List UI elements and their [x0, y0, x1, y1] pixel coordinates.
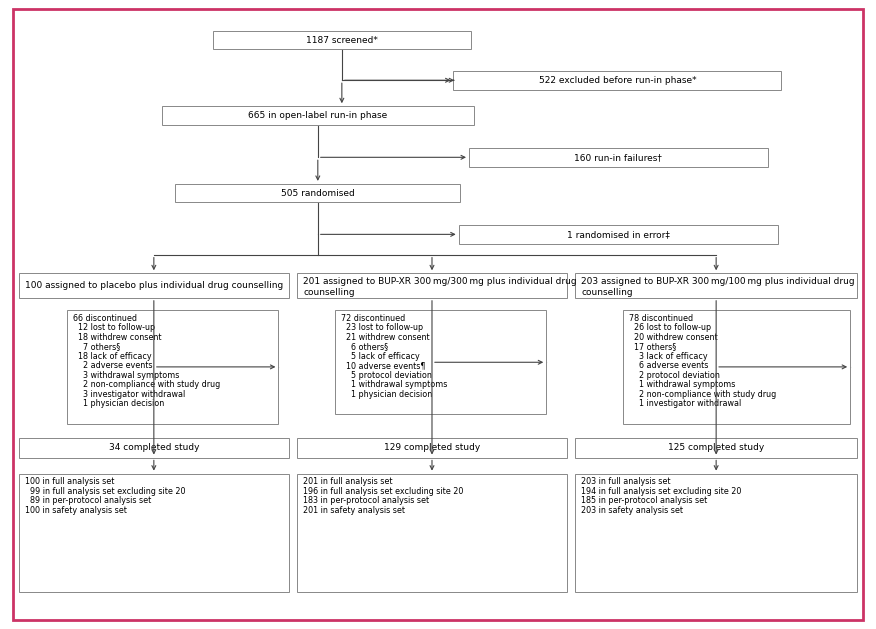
Text: 72 discontinued: 72 discontinued [341, 314, 406, 323]
Text: 1 physician decision: 1 physician decision [341, 390, 432, 399]
Text: 6 others§: 6 others§ [341, 342, 388, 352]
Text: 20 withdrew consent: 20 withdrew consent [630, 333, 718, 342]
Text: 18 withdrew consent: 18 withdrew consent [74, 333, 162, 342]
Text: 66 discontinued: 66 discontinued [74, 314, 138, 323]
FancyBboxPatch shape [175, 184, 460, 203]
Text: 6 adverse events: 6 adverse events [630, 361, 709, 370]
Text: counselling: counselling [582, 287, 633, 296]
Text: 3 withdrawal symptoms: 3 withdrawal symptoms [74, 370, 180, 380]
Text: 34 completed study: 34 completed study [109, 443, 199, 452]
FancyBboxPatch shape [297, 474, 567, 592]
Text: counselling: counselling [303, 287, 355, 296]
Text: 201 in full analysis set: 201 in full analysis set [303, 477, 392, 486]
FancyBboxPatch shape [335, 310, 546, 415]
FancyBboxPatch shape [19, 273, 288, 298]
Text: 100 assigned to placebo plus individual drug counselling: 100 assigned to placebo plus individual … [25, 281, 283, 290]
FancyBboxPatch shape [459, 225, 778, 243]
Text: 17 others§: 17 others§ [630, 342, 676, 352]
Text: 100 in safety analysis set: 100 in safety analysis set [25, 506, 127, 515]
Text: 5 protocol deviation: 5 protocol deviation [341, 370, 432, 380]
Text: 3 investigator withdrawal: 3 investigator withdrawal [74, 390, 186, 399]
Text: 26 lost to follow-up: 26 lost to follow-up [630, 323, 711, 332]
Text: 78 discontinued: 78 discontinued [630, 314, 694, 323]
FancyBboxPatch shape [19, 474, 288, 592]
Text: 99 in full analysis set excluding site 20: 99 in full analysis set excluding site 2… [25, 487, 186, 496]
Text: 183 in per-protocol analysis set: 183 in per-protocol analysis set [303, 496, 429, 505]
Text: 201 in safety analysis set: 201 in safety analysis set [303, 506, 406, 515]
FancyBboxPatch shape [624, 310, 850, 423]
Text: 89 in per-protocol analysis set: 89 in per-protocol analysis set [25, 496, 152, 505]
FancyBboxPatch shape [454, 71, 781, 89]
FancyBboxPatch shape [576, 438, 857, 457]
Text: 196 in full analysis set excluding site 20: 196 in full analysis set excluding site … [303, 487, 463, 496]
FancyBboxPatch shape [67, 310, 279, 423]
Text: 203 assigned to BUP-XR 300 mg/100 mg plus individual drug: 203 assigned to BUP-XR 300 mg/100 mg plu… [582, 277, 855, 286]
Text: 2 adverse events: 2 adverse events [74, 361, 152, 370]
Text: 2 protocol deviation: 2 protocol deviation [630, 370, 720, 380]
Text: 2 non-compliance with study drug: 2 non-compliance with study drug [630, 390, 777, 399]
Text: 21 withdrew consent: 21 withdrew consent [341, 333, 429, 342]
Text: 522 excluded before run-in phase*: 522 excluded before run-in phase* [539, 75, 696, 85]
Text: 18 lack of efficacy: 18 lack of efficacy [74, 352, 152, 361]
Text: 1 withdrawal symptoms: 1 withdrawal symptoms [341, 380, 448, 389]
Text: 1 randomised in error‡: 1 randomised in error‡ [567, 230, 670, 239]
FancyBboxPatch shape [297, 438, 567, 457]
Text: 129 completed study: 129 completed study [384, 443, 480, 452]
Text: 12 lost to follow-up: 12 lost to follow-up [74, 323, 155, 332]
Text: 125 completed study: 125 completed study [668, 443, 764, 452]
Text: 1187 screened*: 1187 screened* [306, 36, 378, 45]
Text: 203 in safety analysis set: 203 in safety analysis set [582, 506, 683, 515]
FancyBboxPatch shape [576, 474, 857, 592]
Text: 1 investigator withdrawal: 1 investigator withdrawal [630, 399, 742, 408]
FancyBboxPatch shape [161, 106, 474, 125]
FancyBboxPatch shape [213, 31, 470, 50]
Text: 10 adverse events¶: 10 adverse events¶ [341, 361, 426, 370]
Text: 1 physician decision: 1 physician decision [74, 399, 165, 408]
Text: 1 withdrawal symptoms: 1 withdrawal symptoms [630, 380, 736, 389]
Text: 185 in per-protocol analysis set: 185 in per-protocol analysis set [582, 496, 708, 505]
Text: 5 lack of efficacy: 5 lack of efficacy [341, 352, 420, 361]
FancyBboxPatch shape [297, 273, 567, 298]
Text: 201 assigned to BUP-XR 300 mg/300 mg plus individual drug: 201 assigned to BUP-XR 300 mg/300 mg plu… [303, 277, 576, 286]
Text: 3 lack of efficacy: 3 lack of efficacy [630, 352, 708, 361]
FancyBboxPatch shape [469, 148, 767, 167]
Text: 100 in full analysis set: 100 in full analysis set [25, 477, 115, 486]
FancyBboxPatch shape [576, 273, 857, 298]
Text: 23 lost to follow-up: 23 lost to follow-up [341, 323, 423, 332]
Text: 2 non-compliance with study drug: 2 non-compliance with study drug [74, 380, 221, 389]
Text: 160 run-in failures†: 160 run-in failures† [575, 153, 662, 162]
Text: 7 others§: 7 others§ [74, 342, 120, 352]
Text: 194 in full analysis set excluding site 20: 194 in full analysis set excluding site … [582, 487, 742, 496]
Text: 665 in open-label run-in phase: 665 in open-label run-in phase [248, 111, 387, 120]
Text: 203 in full analysis set: 203 in full analysis set [582, 477, 671, 486]
FancyBboxPatch shape [19, 438, 288, 457]
Text: 505 randomised: 505 randomised [281, 189, 355, 198]
